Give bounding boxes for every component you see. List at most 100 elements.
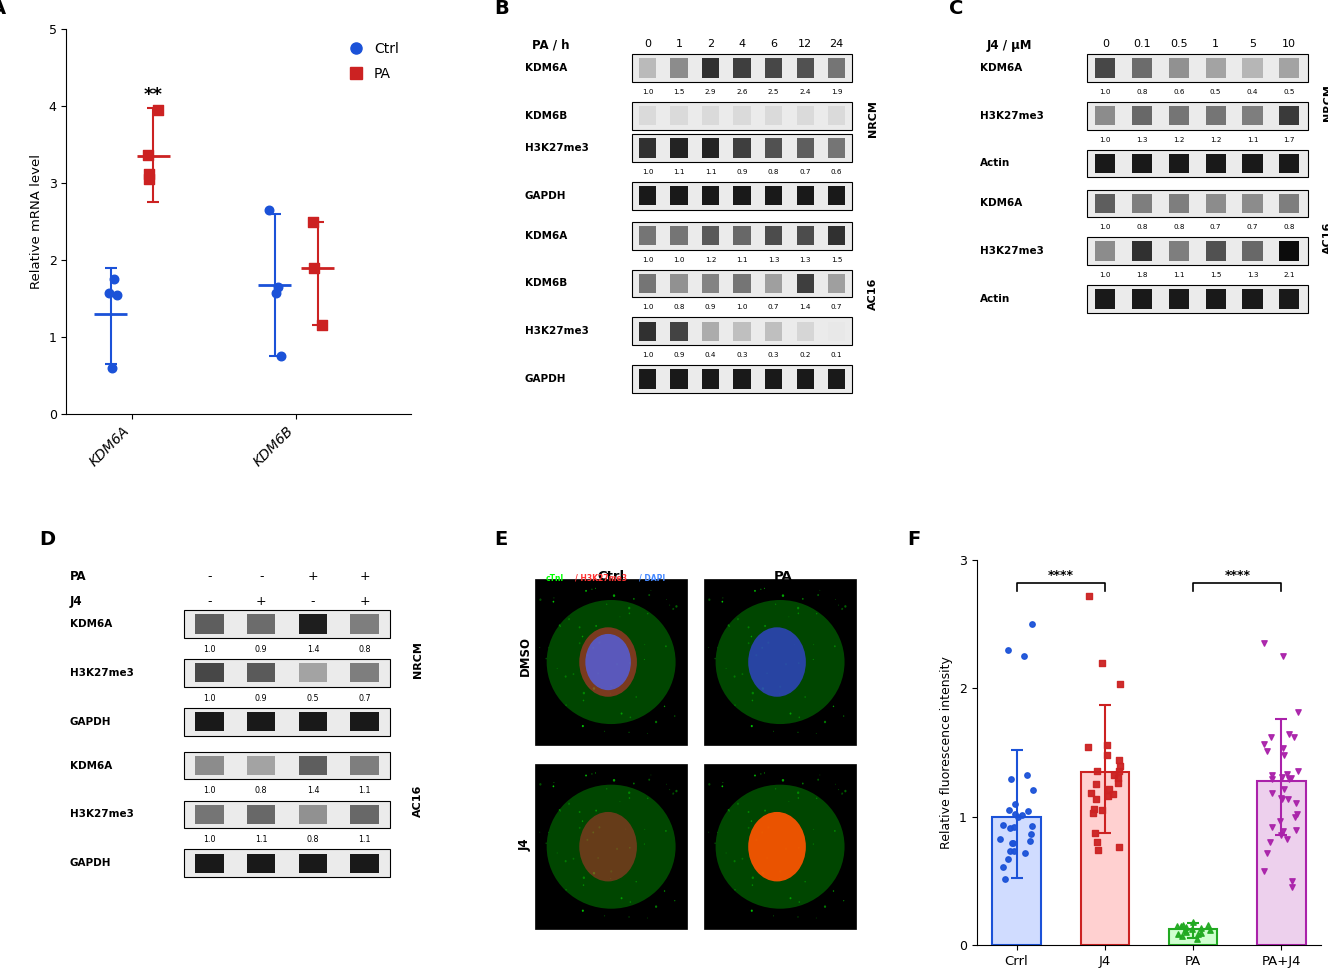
Point [303,260,324,276]
Point [1108,774,1129,790]
Text: 1.1: 1.1 [705,169,716,175]
Point [1021,617,1042,632]
Text: J4: J4 [518,839,531,851]
Point [1013,649,1035,664]
Text: 1.0: 1.0 [641,256,653,263]
Point [1170,918,1191,934]
Ellipse shape [728,809,729,811]
Bar [1279,154,1299,173]
Text: 0.3: 0.3 [737,352,748,358]
Text: E: E [494,530,507,548]
Bar [299,663,327,683]
Ellipse shape [756,839,757,841]
Bar [1096,106,1116,126]
Point [1271,827,1292,843]
Ellipse shape [629,717,631,718]
Bar [247,663,275,683]
Text: 1.1: 1.1 [1247,136,1258,142]
Bar [1086,285,1308,313]
Bar [247,805,275,824]
Text: NRCM: NRCM [1323,85,1328,121]
Point [106,287,127,303]
Ellipse shape [647,798,648,799]
Ellipse shape [586,774,587,776]
Bar [247,853,275,873]
Ellipse shape [629,847,631,848]
Ellipse shape [780,686,781,688]
Text: 1.3: 1.3 [1137,136,1147,142]
Bar [183,659,390,687]
Bar [1086,238,1308,265]
Ellipse shape [768,826,769,829]
Point [1171,928,1193,944]
Ellipse shape [612,594,615,597]
Ellipse shape [761,832,764,834]
Ellipse shape [647,613,648,615]
Point [1279,771,1300,787]
Ellipse shape [845,790,846,792]
Point [1102,786,1123,802]
Text: 0.1: 0.1 [1133,39,1151,49]
Point [1097,737,1118,753]
Ellipse shape [733,675,736,678]
Bar [703,138,720,158]
Ellipse shape [592,872,595,875]
Bar [1206,154,1226,173]
Point [1272,649,1293,664]
Text: KDM6A: KDM6A [70,761,112,770]
Point [1001,836,1023,851]
Bar [765,106,782,126]
Ellipse shape [611,686,612,688]
Point [993,817,1015,833]
Text: 1.2: 1.2 [1173,136,1185,142]
Text: J4 / μM: J4 / μM [987,39,1032,52]
Bar [797,321,814,341]
Point [1270,813,1291,829]
Ellipse shape [552,601,554,603]
Text: 1.0: 1.0 [673,256,685,263]
Text: 1.3: 1.3 [768,256,780,263]
Bar [733,321,750,341]
Text: 0.7: 0.7 [831,304,842,311]
Text: 0.7: 0.7 [768,304,780,311]
Ellipse shape [572,858,574,860]
Ellipse shape [752,692,754,694]
Bar [639,274,656,293]
Ellipse shape [817,594,819,596]
Point [1259,835,1280,850]
Bar [765,138,782,158]
Ellipse shape [741,858,744,860]
Text: 0.8: 0.8 [255,786,267,796]
Text: 1.2: 1.2 [1210,136,1222,142]
Bar [639,106,656,126]
Bar [639,226,656,245]
Point [1021,818,1042,834]
Text: GAPDH: GAPDH [70,858,112,868]
Text: 0.9: 0.9 [737,169,748,175]
Bar [703,321,720,341]
Bar [632,134,853,162]
Point [1011,807,1032,823]
Text: +: + [256,595,267,608]
Bar [703,226,720,245]
Ellipse shape [752,877,754,879]
Bar [671,369,688,389]
Ellipse shape [721,785,724,787]
Text: KDM6A: KDM6A [980,63,1023,73]
Text: 1.0: 1.0 [737,304,748,311]
Bar [195,805,223,824]
Text: 0.7: 0.7 [359,693,371,702]
Ellipse shape [782,779,784,781]
Ellipse shape [598,672,599,674]
Bar [797,226,814,245]
Point [137,147,158,163]
Bar [797,369,814,389]
Point [271,349,292,364]
Text: ****: **** [1224,569,1250,581]
Point [104,272,125,287]
Text: Ctrl: Ctrl [598,570,624,582]
Ellipse shape [748,642,749,644]
Bar [632,365,853,393]
Ellipse shape [579,642,580,644]
Bar [992,816,1041,945]
